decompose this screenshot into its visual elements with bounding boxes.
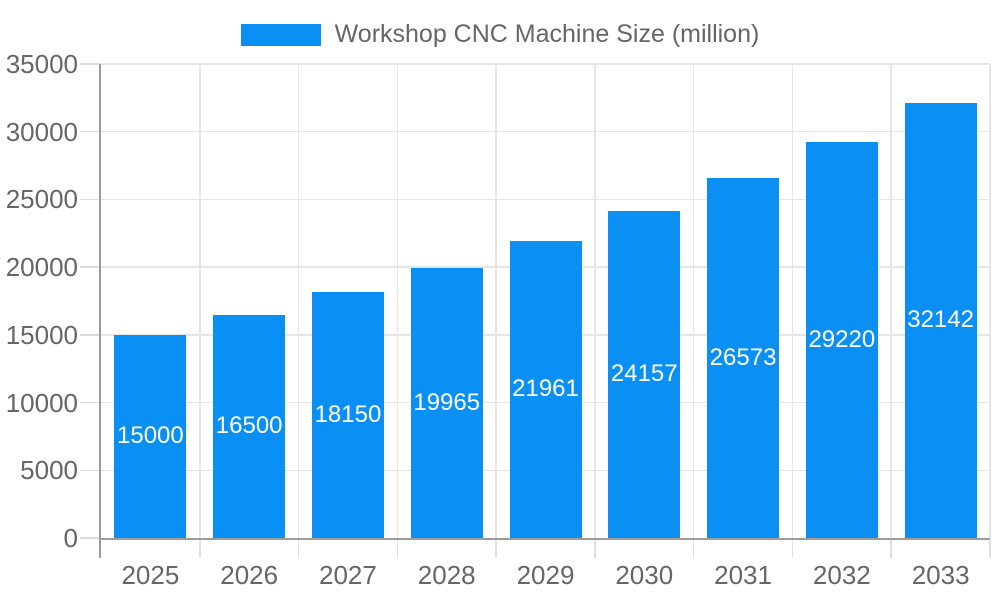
bar-value-label: 18150 [314,401,382,429]
h-gridline [101,63,990,65]
bar-2027[interactable]: 18150 [311,292,384,538]
legend-label: Workshop CNC Machine Size (million) [334,20,760,48]
v-gridline [890,64,892,538]
bar-value-label: 15000 [117,422,184,450]
bar-2028[interactable]: 19965 [410,267,483,538]
bar-value-label: 19965 [413,388,481,416]
y-axis-tick [80,63,100,65]
y-axis-tick [80,537,100,539]
y-axis-tick [80,469,100,472]
bar-2029[interactable]: 21961 [509,240,582,538]
bar-value-label: 29220 [808,326,876,354]
y-axis-label: 0 [63,523,78,553]
bar-2025[interactable]: 15000 [114,334,187,538]
v-gridline [396,64,399,538]
bar-2031[interactable]: 26573 [707,178,780,538]
x-axis-label: 2029 [516,560,575,590]
x-axis-label: 2027 [319,560,377,590]
x-axis-tick [791,540,794,558]
x-axis-line [99,538,990,540]
plot-area: 15000 16500 18150 19965 21961 24157 26573 29220… [80,63,991,558]
legend-item[interactable]: Workshop CNC Machine Size (million) [0,20,1000,49]
h-gridline [101,198,990,201]
bar-2032[interactable]: 29220 [805,142,878,538]
x-axis-tick [396,540,399,558]
x-axis-label: 2032 [812,560,871,590]
x-axis-tick [692,540,695,558]
y-axis-label: 30000 [5,116,78,147]
v-gridline [692,64,695,538]
x-axis-tick [495,540,497,558]
bar-value-label: 24157 [610,360,678,388]
x-axis-tick [989,540,991,558]
bar-value-label: 21961 [512,375,579,403]
y-axis-label: 25000 [5,184,78,215]
v-gridline [594,64,596,538]
x-axis-label: 2025 [121,560,180,590]
x-axis-label: 2033 [911,560,970,590]
y-axis-label: 35000 [5,49,78,79]
x-axis-label: 2026 [220,560,279,590]
v-gridline [495,64,497,538]
x-axis-tick [890,540,892,558]
y-axis-tick [80,266,100,268]
h-gridline [101,130,990,133]
bar-value-label: 16500 [215,412,283,440]
x-axis-tick [594,540,596,558]
x-axis-label: 2031 [714,560,772,590]
bar-2033[interactable]: 32142 [904,102,977,538]
x-axis-label: 2030 [615,560,674,590]
v-gridline [297,64,300,538]
bar-2030[interactable]: 24157 [608,210,681,538]
y-axis-tick [80,198,100,201]
x-axis-tick [297,540,300,558]
x-axis-tick [199,540,201,558]
bar-value-label: 26573 [709,344,777,372]
v-gridline [199,64,201,538]
y-axis-label: 15000 [5,319,78,350]
y-axis-line [99,64,101,558]
bar-2026[interactable]: 16500 [213,314,286,538]
legend-swatch [240,23,321,46]
x-axis-label: 2028 [417,560,476,590]
y-axis-tick [80,334,100,336]
y-axis-label: 10000 [5,387,78,418]
y-axis-tick [80,401,100,404]
y-axis-label: 20000 [5,252,78,283]
v-gridline [989,64,991,538]
v-gridline [791,64,794,538]
y-axis-label: 5000 [20,455,78,486]
y-axis-tick [80,130,100,133]
bar-value-label: 32142 [907,306,974,334]
